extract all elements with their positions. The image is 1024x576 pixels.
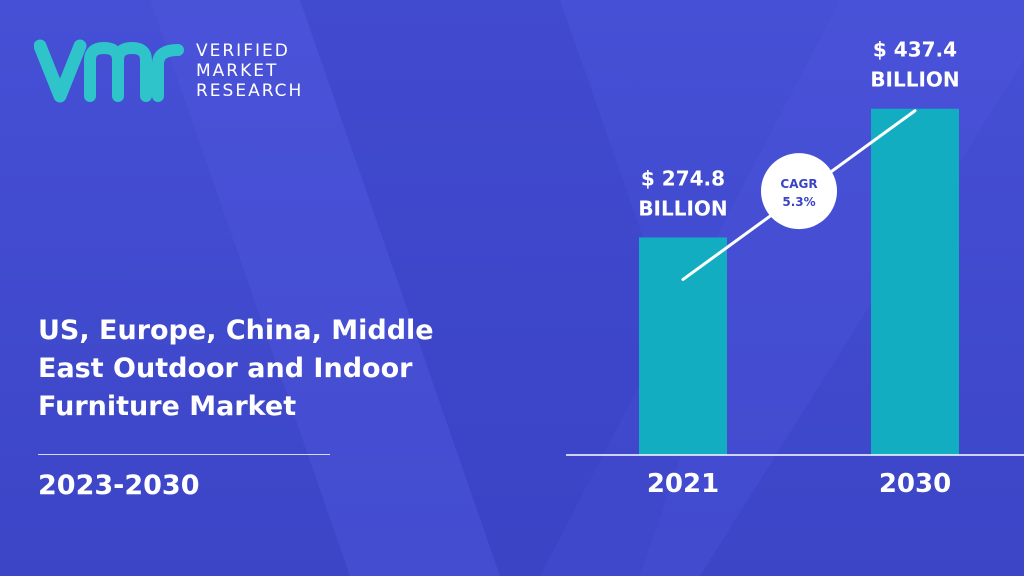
value-label-2030-2: BILLION [870, 68, 959, 92]
x-tick-2030: 2030 [879, 469, 951, 499]
brand-logo: VERIFIED MARKET RESEARCH [34, 38, 303, 104]
title-line-3: Furniture Market [38, 391, 297, 422]
page-title: US, Europe, China, Middle East Outdoor a… [38, 312, 518, 426]
vmr-logo-icon [34, 39, 184, 103]
value-label-2030-1: $ 437.4 [873, 38, 957, 62]
title-divider [38, 454, 330, 455]
cagr-badge: CAGR 5.3% [761, 153, 837, 230]
bar-2030 [871, 108, 959, 455]
cagr-value: 5.3% [782, 195, 815, 209]
value-label-2021-2: BILLION [638, 196, 727, 220]
brand-line-2: MARKET [196, 61, 279, 81]
value-label-2021-1: $ 274.8 [641, 166, 725, 190]
title-line-2: East Outdoor and Indoor [38, 353, 413, 384]
brand-line-3: RESEARCH [196, 81, 304, 101]
x-tick-2021: 2021 [647, 469, 719, 499]
cagr-label: CAGR [780, 177, 817, 191]
forecast-period: 2023-2030 [38, 470, 200, 501]
title-line-1: US, Europe, China, Middle [38, 315, 434, 346]
brand-line-1: VERIFIED [196, 41, 290, 61]
bar-2021 [639, 237, 727, 455]
